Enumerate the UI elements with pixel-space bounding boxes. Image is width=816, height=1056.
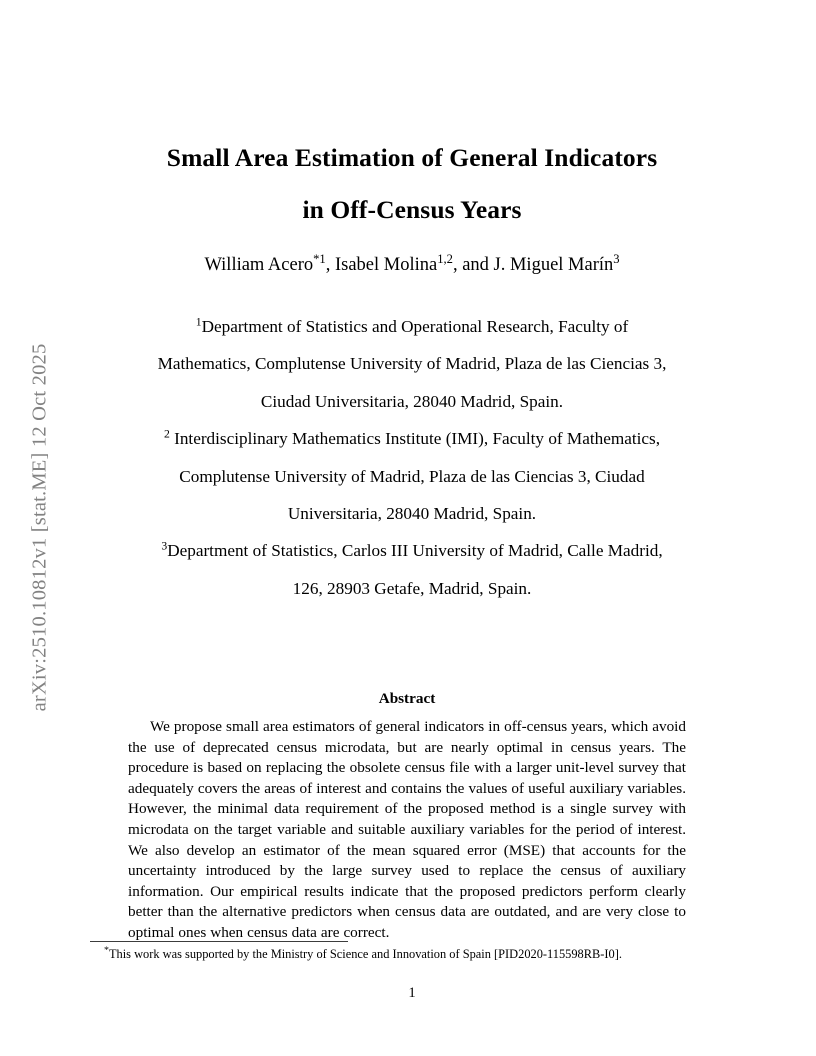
author-name-1: William Acero: [204, 255, 314, 275]
author-marks-1: *1: [313, 251, 326, 266]
paper-page: Small Area Estimation of General Indicat…: [88, 0, 736, 1056]
affiliation-1-line-3: Ciudad Universitaria, 28040 Madrid, Spai…: [260, 391, 564, 411]
affiliation-3-line-1: 3Department of Statistics, Carlos III Un…: [88, 532, 736, 569]
author-name-3: J. Miguel Marín: [493, 255, 614, 275]
abstract-body: We propose small area estimators of gene…: [128, 718, 686, 941]
author-marks-2: 1,2: [437, 251, 453, 266]
author-marks-3: 3: [613, 251, 620, 266]
affiliation-2-line-3: Universitaria, 28040 Madrid, Spain.: [287, 504, 537, 524]
title-line-2: in Off-Census Years: [302, 195, 522, 224]
affiliation-2-line-1: 2 Interdisciplinary Mathematics Institut…: [88, 420, 736, 457]
affiliation-2-line-2: Complutense University of Madrid, Plaza …: [179, 466, 645, 486]
arxiv-stamp: arXiv:2510.10812v1 [stat.ME] 12 Oct 2025: [0, 0, 80, 1056]
footnote-section: *This work was supported by the Ministry…: [88, 941, 736, 962]
affiliation-list: 1Department of Statistics and Operationa…: [88, 308, 736, 607]
footnote-rule: [90, 941, 348, 942]
affiliation-2-marker: 2: [163, 427, 170, 441]
page-title: Small Area Estimation of General Indicat…: [88, 132, 736, 236]
affiliation-1-line-1: 1Department of Statistics and Operationa…: [88, 308, 736, 345]
footnote-marker: *: [104, 944, 109, 956]
affiliation-3-text-1: Department of Statistics, Carlos III Uni…: [167, 541, 663, 561]
affiliation-2-text-1: Interdisciplinary Mathematics Institute …: [169, 429, 661, 449]
affiliation-1-text-1: Department of Statistics and Operational…: [201, 317, 629, 336]
abstract-heading: Abstract: [378, 690, 436, 707]
author-separator-2: , and: [452, 255, 494, 275]
abstract-section: Abstract We propose small area estimator…: [128, 690, 686, 944]
arxiv-stamp-text: arXiv:2510.10812v1 [stat.ME] 12 Oct 2025: [28, 343, 51, 712]
footnote-text: *This work was supported by the Ministry…: [88, 944, 736, 962]
affiliation-1-marker: 1: [195, 315, 202, 329]
affiliation-3-line-2: 126, 28903 Getafe, Madrid, Spain.: [292, 578, 532, 598]
author-name-2: Isabel Molina: [334, 255, 438, 275]
author-list: William Acero*1, Isabel Molina1,2, and J…: [88, 251, 736, 279]
title-line-1: Small Area Estimation of General Indicat…: [166, 143, 658, 172]
page-number: 1: [408, 985, 416, 1001]
footnote-body: This work was supported by the Ministry …: [108, 947, 622, 961]
affiliation-3-marker: 3: [161, 539, 168, 553]
author-separator-1: ,: [325, 255, 335, 275]
affiliation-1-line-2: Mathematics, Complutense University of M…: [157, 354, 667, 374]
